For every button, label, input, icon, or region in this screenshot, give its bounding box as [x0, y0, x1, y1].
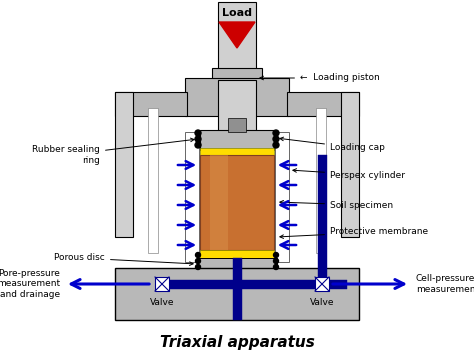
Text: Load: Load	[222, 8, 252, 18]
Text: Valve: Valve	[310, 298, 334, 307]
Bar	[318, 155, 327, 289]
Bar	[200, 155, 274, 250]
Circle shape	[195, 142, 201, 148]
Circle shape	[195, 130, 201, 136]
Circle shape	[195, 264, 201, 269]
Bar	[210, 155, 228, 250]
Bar	[233, 258, 242, 320]
Text: Perspex cylinder: Perspex cylinder	[293, 169, 405, 180]
Circle shape	[273, 142, 279, 148]
Bar	[158, 280, 234, 289]
Bar	[200, 250, 274, 258]
Text: ←  Loading piston: ← Loading piston	[260, 73, 380, 82]
Bar	[197, 258, 277, 270]
Circle shape	[273, 136, 279, 142]
Circle shape	[273, 258, 279, 263]
Bar	[185, 132, 199, 262]
Text: Triaxial apparatus: Triaxial apparatus	[160, 334, 314, 350]
Circle shape	[195, 258, 201, 263]
Bar	[115, 92, 133, 237]
Bar	[242, 280, 347, 289]
Bar	[275, 132, 289, 262]
Circle shape	[273, 252, 279, 257]
Text: Porous disc: Porous disc	[54, 253, 193, 266]
Circle shape	[273, 130, 279, 136]
Bar	[200, 148, 274, 156]
Bar	[315, 277, 329, 291]
Circle shape	[195, 136, 201, 142]
Bar	[218, 2, 256, 72]
Circle shape	[273, 264, 279, 269]
Bar	[200, 130, 274, 150]
Circle shape	[195, 252, 201, 257]
Bar	[148, 108, 158, 253]
Text: Rubber sealing
ring: Rubber sealing ring	[32, 138, 194, 165]
Bar	[155, 277, 169, 291]
Bar	[212, 68, 262, 80]
Text: Loading cap: Loading cap	[280, 137, 385, 153]
Bar	[316, 108, 326, 253]
Bar	[228, 118, 246, 132]
Text: Pore-pressure
measurement
and drainage: Pore-pressure measurement and drainage	[0, 269, 60, 299]
Bar	[218, 80, 256, 135]
Text: Valve: Valve	[150, 298, 174, 307]
Text: Soil specimen: Soil specimen	[280, 201, 393, 209]
Bar	[115, 268, 359, 320]
Text: Cell-pressure
measurement: Cell-pressure measurement	[416, 274, 474, 294]
Bar	[287, 92, 359, 116]
Text: Protective membrane: Protective membrane	[280, 228, 428, 239]
Bar	[341, 92, 359, 237]
Bar	[115, 92, 187, 116]
Bar	[185, 78, 289, 116]
Polygon shape	[219, 22, 255, 48]
